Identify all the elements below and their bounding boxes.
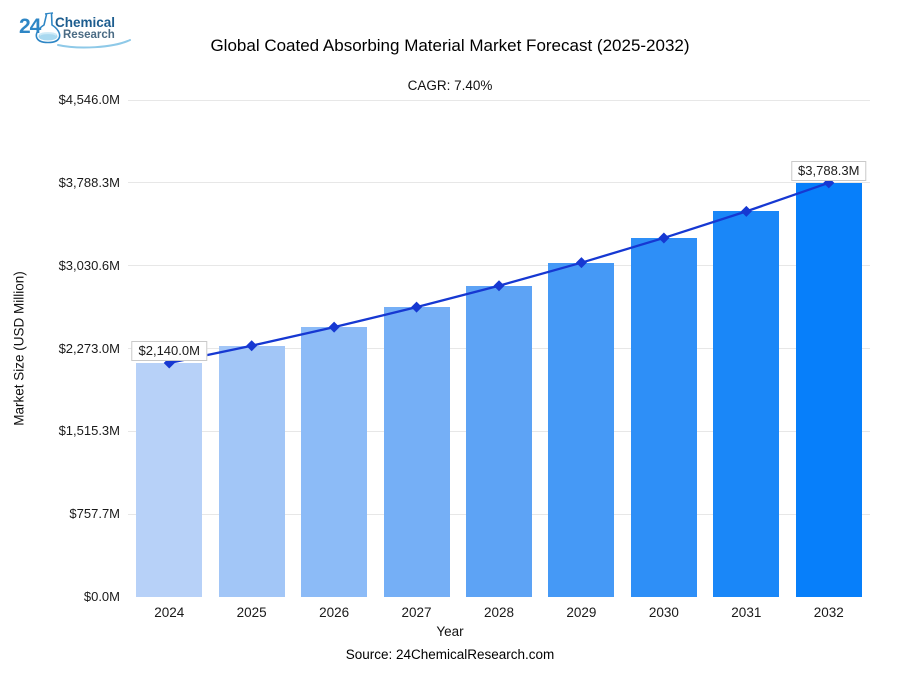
data-label-2032: $3,788.3M xyxy=(791,160,867,181)
y-tick-label: $757.7M xyxy=(69,506,120,522)
x-tick-label: 2031 xyxy=(731,605,762,620)
x-tick-label: 2026 xyxy=(319,605,350,620)
x-axis-title: Year xyxy=(436,624,464,639)
bar-2031 xyxy=(713,211,780,597)
flask-icon xyxy=(35,12,131,49)
bar-2027 xyxy=(383,307,450,597)
x-tick-label: 2032 xyxy=(813,605,844,620)
y-tick-label: $3,788.3M xyxy=(58,174,120,190)
y-tick-label: $4,546.0M xyxy=(58,92,120,107)
x-tick-label: 2029 xyxy=(566,605,597,620)
data-label-2024: $2,140.0M xyxy=(131,341,207,362)
y-tick-label: $0.0M xyxy=(83,589,120,604)
x-tick-label: 2027 xyxy=(401,605,432,620)
x-tick-label: 2028 xyxy=(483,605,515,620)
bar-2032 xyxy=(795,182,862,597)
source-text: Source: 24ChemicalResearch.com xyxy=(345,647,555,662)
bar-2030 xyxy=(630,237,697,597)
bar-2024 xyxy=(136,363,203,597)
x-tick-label: 2030 xyxy=(648,605,679,620)
x-tick-label: 2025 xyxy=(236,605,267,620)
bar-2025 xyxy=(218,345,285,597)
y-tick-label: $1,515.3M xyxy=(58,423,120,439)
gridline xyxy=(128,182,870,184)
logo-number: 24 xyxy=(19,15,41,38)
bar-2029 xyxy=(548,262,615,597)
logo-text-research: Research xyxy=(63,29,115,41)
chart-subtitle: CAGR: 7.40% xyxy=(407,78,493,93)
logo-text-chemical: Chemical xyxy=(55,15,116,30)
brand-logo: 24 Chemical Research xyxy=(18,8,138,52)
bar-2026 xyxy=(301,327,368,597)
y-tick-label: $3,030.6M xyxy=(58,257,120,273)
y-tick-label: $2,273.0M xyxy=(58,340,120,356)
chart-title: Global Coated Absorbing Material Market … xyxy=(210,36,690,55)
x-tick-label: 2024 xyxy=(154,605,185,620)
gridline xyxy=(128,99,870,101)
bar-2028 xyxy=(466,285,532,597)
